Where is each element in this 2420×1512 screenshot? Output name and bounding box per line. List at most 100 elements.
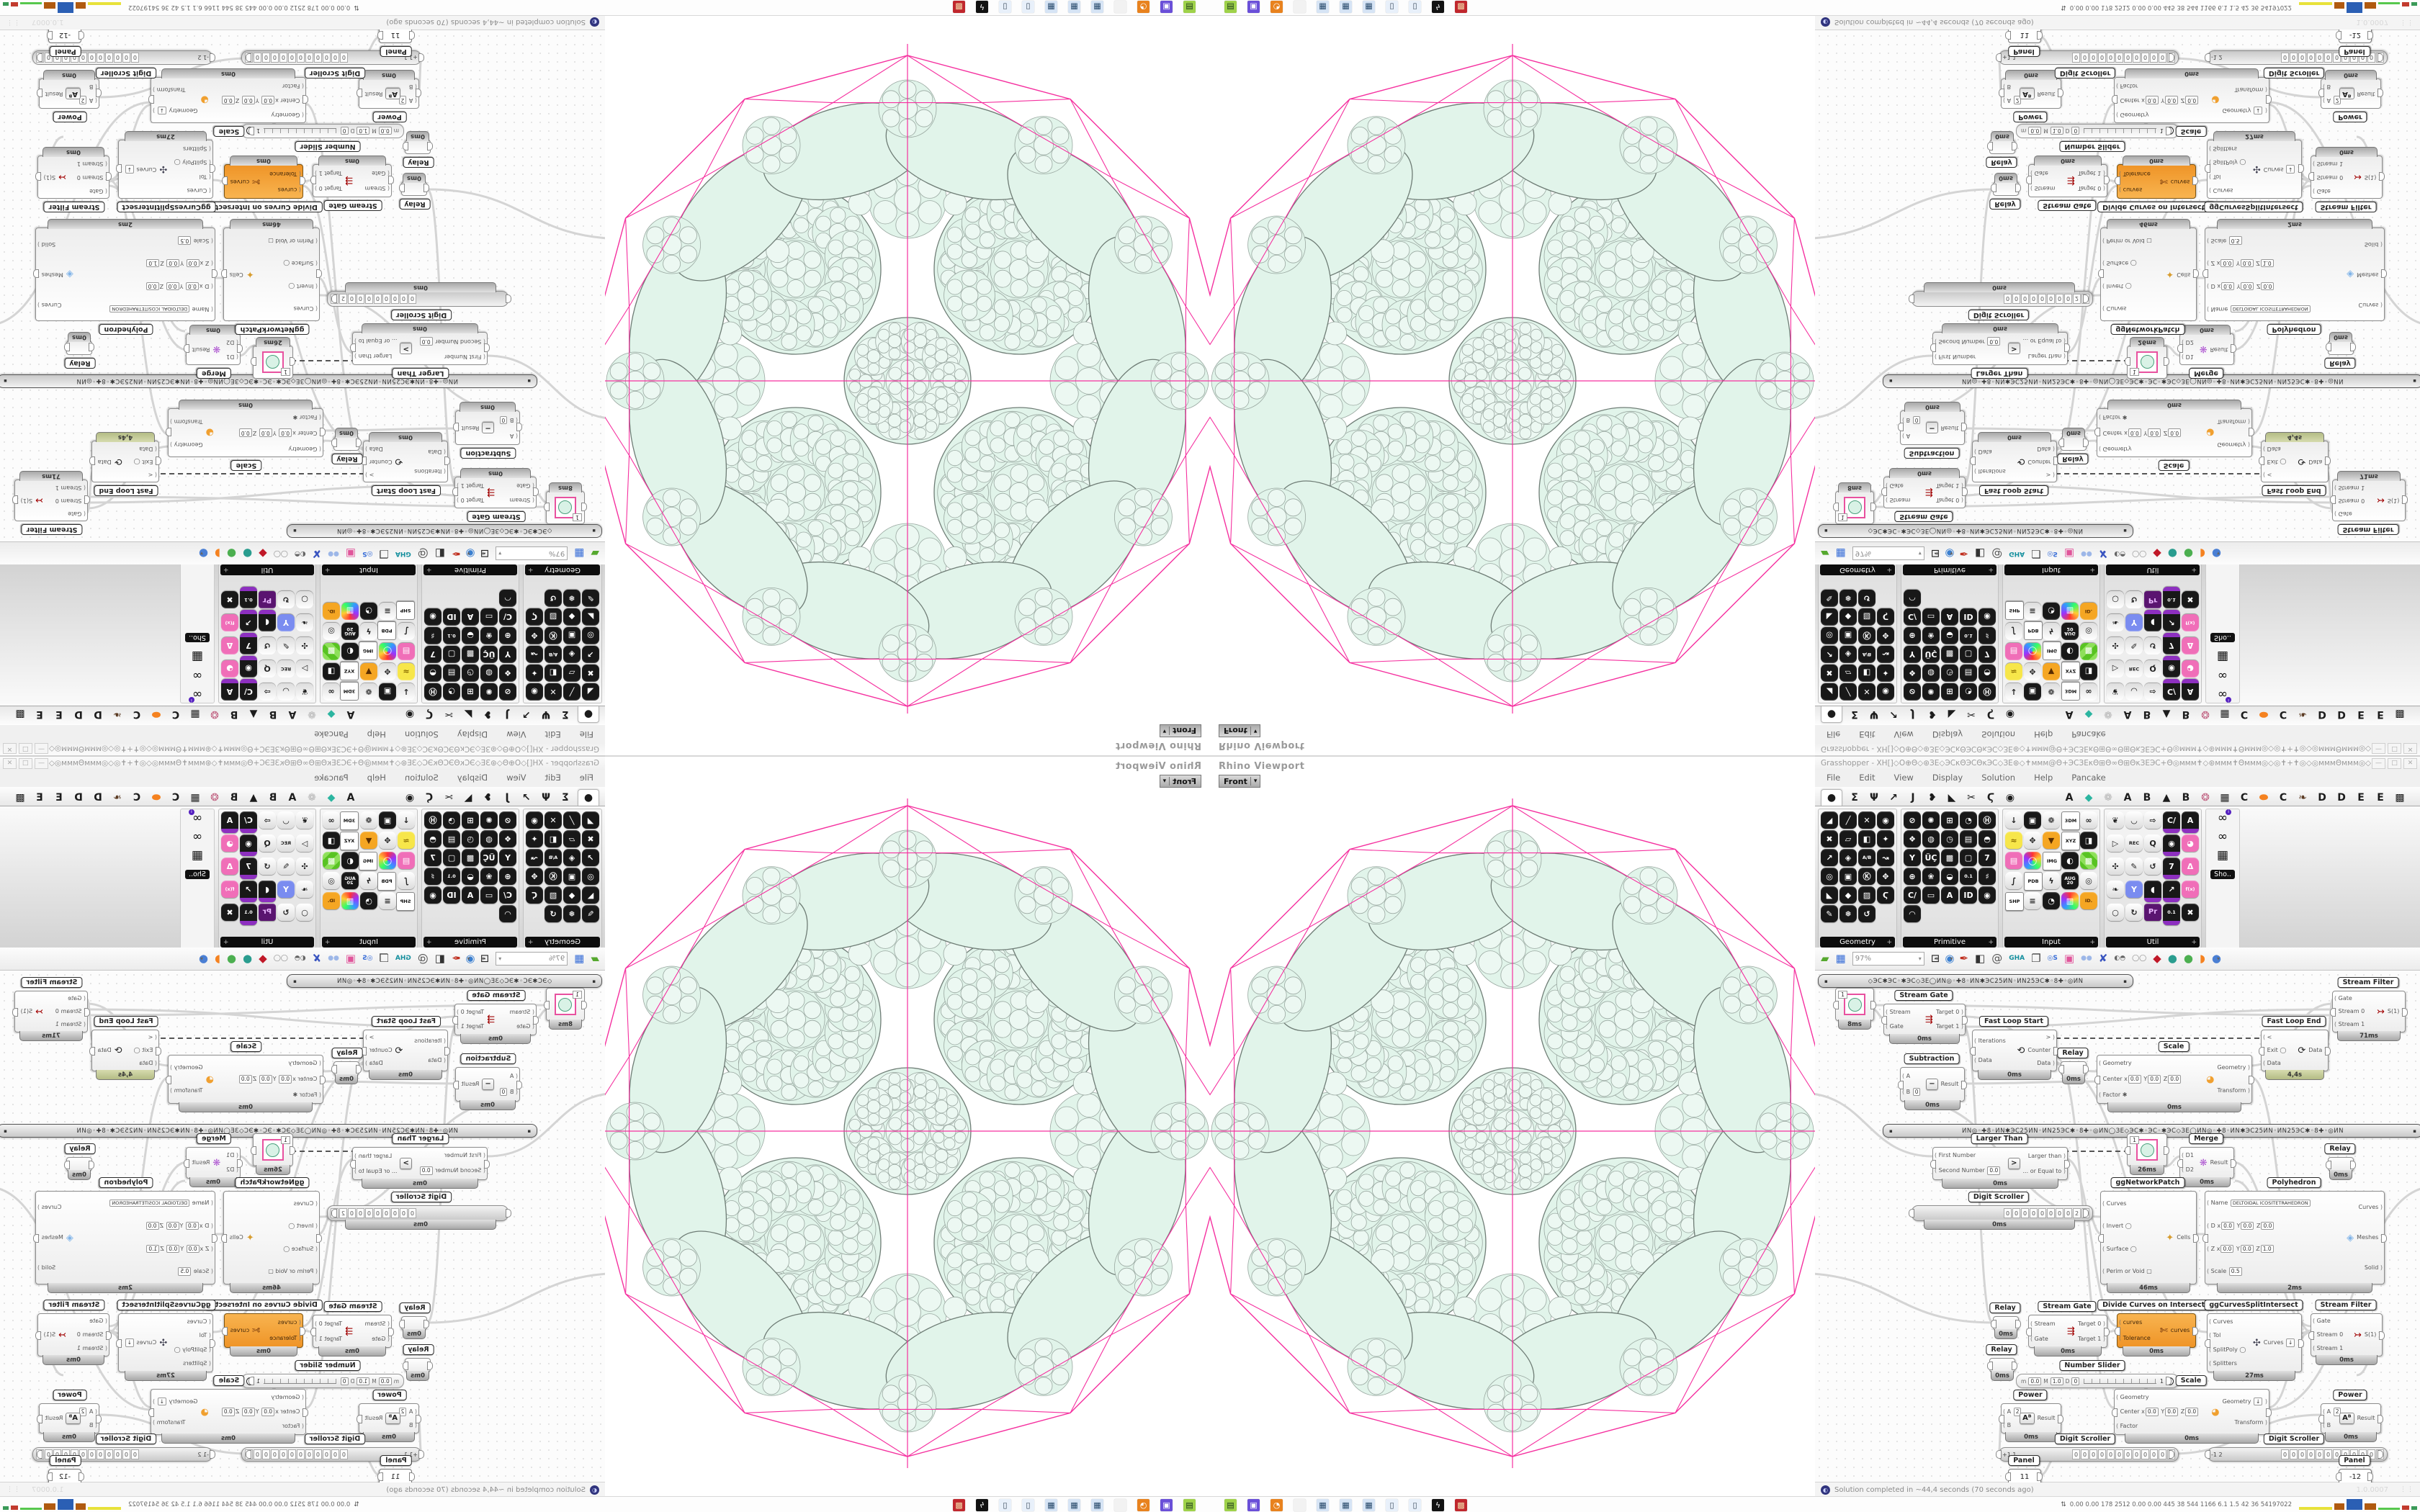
digit-cell[interactable]: 0 xyxy=(2038,1208,2046,1218)
component-icon[interactable]: ϟ xyxy=(360,623,377,640)
input-port[interactable]: A xyxy=(1902,1073,1910,1080)
input-port[interactable]: Data xyxy=(1974,1057,1992,1064)
input-port[interactable]: Center x0.0 Y0.0 Z0.0 xyxy=(238,428,321,437)
viewport-projection-dropdown[interactable]: Front ▾ xyxy=(1219,724,1261,737)
input-port[interactable]: Tol xyxy=(200,173,211,180)
input-port[interactable]: Curves xyxy=(187,186,211,194)
gh-node-panel[interactable]: Panel -12 xyxy=(2336,1455,2373,1482)
component-icon[interactable]: IMG xyxy=(2043,852,2061,870)
gh-node-relay[interactable]: Relay 0ms xyxy=(1986,1344,2017,1381)
component-icon[interactable]: ◉ xyxy=(526,683,543,701)
gh-node-larger-than[interactable]: Larger ThanFirst NumberSecond Number 0.0… xyxy=(350,1133,490,1189)
calculator-icon[interactable]: ▦ xyxy=(1068,1,1080,14)
component-icon[interactable]: ◕ xyxy=(2182,660,2199,678)
component-icon[interactable]: Ⓗ xyxy=(424,811,442,829)
wire-port[interactable] xyxy=(533,487,539,496)
rings-icon[interactable]: ◯◯ xyxy=(273,550,288,557)
wire-port[interactable] xyxy=(403,142,408,150)
gh-node-stream-gate[interactable]: Stream GateStreamGate⇶Target 0Target 10m… xyxy=(452,468,539,522)
input-port[interactable]: Gate xyxy=(372,170,390,177)
input-port[interactable]: Factor ✱ xyxy=(293,413,321,420)
digit-cell[interactable]: 0 xyxy=(2098,1449,2106,1459)
wire-port[interactable] xyxy=(37,89,42,97)
output-port[interactable]: Target 0 xyxy=(1936,496,1963,503)
component-icon[interactable]: ⊕ xyxy=(499,868,516,885)
component-icon[interactable]: ✖ xyxy=(1821,665,1838,682)
component-icon[interactable]: ╱ xyxy=(1839,811,1857,829)
group-title-bar[interactable]: ▪ ◇ЭС✱ЭС◦✱ЭС◇ЗЕ◯ИN◎◦✚8◦ИN✱ЭС25ИN◦ИN25ЭС✱◦… xyxy=(1818,524,2133,538)
wire-port[interactable] xyxy=(248,1377,254,1385)
input-port[interactable]: A 2 xyxy=(398,1408,417,1416)
wire-port[interactable] xyxy=(316,269,322,278)
wire-port[interactable] xyxy=(2231,1159,2236,1168)
wire-port[interactable] xyxy=(12,1008,18,1017)
component-icon[interactable]: ◒ xyxy=(1941,627,1958,644)
output-port[interactable]: curves xyxy=(226,178,250,185)
input-port[interactable]: D x0.0 Y0.0 Z0.0 xyxy=(145,282,213,291)
gh-node-curve-param[interactable]: 1 26ms xyxy=(2125,1133,2169,1175)
component-icon[interactable]: ÜÇ xyxy=(480,646,498,663)
component-icon[interactable]: 7 xyxy=(240,633,257,654)
component-icon[interactable]: ▭ xyxy=(1922,886,1940,904)
component-icon[interactable]: 7 xyxy=(424,646,442,663)
component-icon[interactable]: ✕ xyxy=(1858,811,1876,829)
wire-port[interactable] xyxy=(452,1016,458,1025)
component-icon[interactable]: Y xyxy=(499,849,516,866)
tab-category-5[interactable]: ❥ xyxy=(483,708,492,720)
wire-port[interactable] xyxy=(2083,1209,2089,1218)
component-icon[interactable]: ◖ xyxy=(259,881,276,902)
menu-display[interactable]: Display xyxy=(1932,729,1963,739)
component-icon[interactable]: ○ xyxy=(296,591,313,608)
blue-sphere-icon[interactable]: ● ▾ xyxy=(199,547,209,560)
digit-cell[interactable]: 0 xyxy=(357,294,364,304)
output-port[interactable]: Result xyxy=(1941,424,1963,431)
wire-port[interactable] xyxy=(251,357,256,366)
component-icon[interactable]: ▥ xyxy=(2061,603,2079,620)
component-icon[interactable]: ◆ xyxy=(1839,608,1857,626)
input-port[interactable]: B xyxy=(2323,1422,2331,1429)
component-icon[interactable]: A xyxy=(462,886,479,904)
tab-category-19[interactable]: ▦ xyxy=(190,708,200,720)
teal-sphere-icon[interactable]: ● xyxy=(2167,547,2177,560)
input-port[interactable]: Stream 1 xyxy=(2313,1345,2344,1352)
teal-sphere-icon[interactable]: ● xyxy=(243,547,253,560)
wire-port[interactable] xyxy=(2005,1472,2011,1481)
component-icon[interactable]: IMG xyxy=(2043,642,2061,660)
wire-port[interactable] xyxy=(2378,1415,2383,1423)
gh-node-fast-loop-end[interactable]: Fast Loop End<Exit ◯Data⟳Data4,4s xyxy=(2259,432,2331,496)
digit-cell[interactable]: 0 xyxy=(323,53,331,63)
component-icon[interactable]: ↻ xyxy=(277,591,295,608)
output-port[interactable]: Target 0 xyxy=(1936,1009,1963,1016)
component-icon[interactable]: ID. xyxy=(323,603,340,620)
wire-port[interactable] xyxy=(2083,438,2089,447)
component-icon[interactable]: ◎ xyxy=(1821,868,1838,885)
component-icon[interactable]: AUG 20 xyxy=(2061,623,2079,640)
digit-cell[interactable]: 2 xyxy=(2073,294,2081,304)
component-icon[interactable]: ◔ xyxy=(443,683,460,701)
menu-solution[interactable]: Solution xyxy=(404,773,439,783)
gh-node-merge[interactable]: MergeD1D2❋Result0ms xyxy=(2177,325,2236,379)
component-icon[interactable]: ◉ xyxy=(240,656,257,678)
firefox-icon[interactable]: ◔ xyxy=(1137,1,1150,14)
component-icon[interactable]: ❧ xyxy=(2107,614,2124,631)
wire-port[interactable] xyxy=(1996,53,2002,62)
gh-node-fast-loop-end[interactable]: Fast Loop End<Exit ◯Data⟳Data4,4s xyxy=(89,432,161,496)
input-port[interactable]: Stream xyxy=(364,1320,390,1328)
component-icon[interactable]: ▷ xyxy=(296,660,313,678)
blank-icon[interactable] xyxy=(1114,1,1126,14)
component-icon[interactable]: ◠ xyxy=(499,905,516,922)
input-port[interactable]: Second Number 0.0 xyxy=(1935,337,2001,346)
digit-cell[interactable]: 0 xyxy=(2298,53,2306,63)
component-icon[interactable]: ▼ xyxy=(2043,832,2060,849)
tab-category-22[interactable]: C xyxy=(133,792,141,804)
tab-category-12[interactable]: ◆ xyxy=(2084,792,2093,804)
wire-port[interactable] xyxy=(302,1408,308,1417)
tab-category-19[interactable]: ▦ xyxy=(2220,708,2230,720)
digit-cell[interactable]: 0 xyxy=(97,1449,104,1459)
menu-solution[interactable]: Solution xyxy=(1981,729,2016,739)
input-port[interactable]: Factor ✱ xyxy=(2099,1092,2128,1099)
tab-category-17[interactable]: B xyxy=(2182,792,2190,804)
wire-port[interactable] xyxy=(2012,142,2017,150)
wire-port[interactable] xyxy=(1881,487,1887,496)
tab-category-26[interactable]: E xyxy=(55,792,63,804)
